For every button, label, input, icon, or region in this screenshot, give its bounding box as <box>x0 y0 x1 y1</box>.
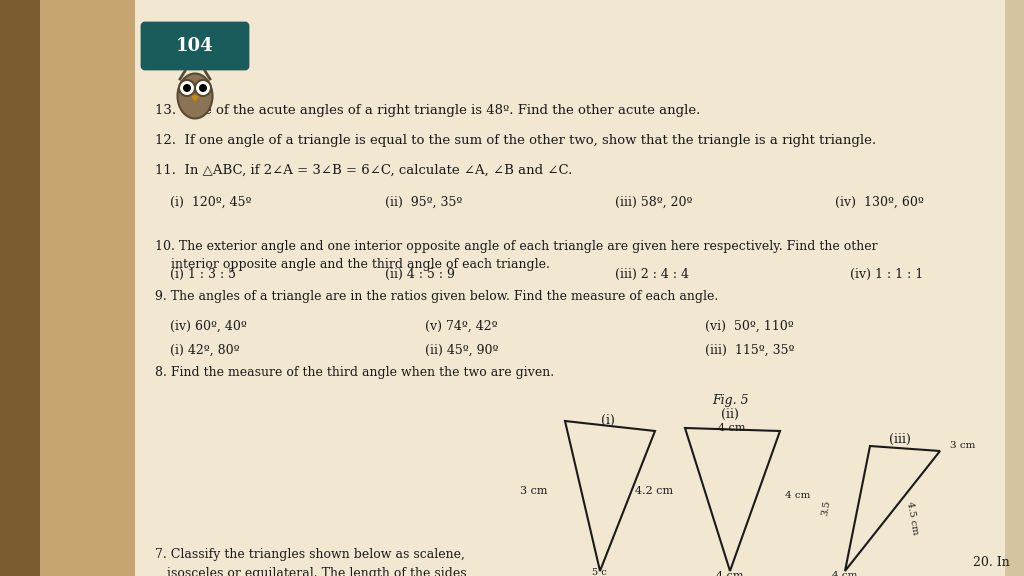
Text: 8. Find the measure of the third angle when the two are given.: 8. Find the measure of the third angle w… <box>155 366 554 379</box>
Text: (ii)  95º, 35º: (ii) 95º, 35º <box>385 196 463 209</box>
Text: (i) 1 : 3 : 5: (i) 1 : 3 : 5 <box>170 268 236 281</box>
Text: Fig. 5: Fig. 5 <box>712 394 749 407</box>
Text: 12.  If one angle of a triangle is equal to the sum of the other two, show that : 12. If one angle of a triangle is equal … <box>155 134 877 147</box>
Text: (vi)  50º, 110º: (vi) 50º, 110º <box>705 320 794 333</box>
Text: 20. In: 20. In <box>973 556 1010 569</box>
Circle shape <box>199 84 207 92</box>
Text: (v) 74º, 42º: (v) 74º, 42º <box>425 320 498 333</box>
Text: 13.  One of the acute angles of a right triangle is 48º. Find the other acute an: 13. One of the acute angles of a right t… <box>155 104 700 117</box>
Text: (iii) 58º, 20º: (iii) 58º, 20º <box>615 196 692 209</box>
FancyBboxPatch shape <box>0 0 40 576</box>
Ellipse shape <box>177 74 213 119</box>
Polygon shape <box>193 96 198 101</box>
Text: 11.  In △ABC, if 2∠A = 3∠B = 6∠C, calculate ∠A, ∠B and ∠C.: 11. In △ABC, if 2∠A = 3∠B = 6∠C, calcula… <box>155 164 572 177</box>
Text: (iii) 2 : 4 : 4: (iii) 2 : 4 : 4 <box>615 268 689 281</box>
Text: 5 c: 5 c <box>592 568 607 576</box>
Text: 10. The exterior angle and one interior opposite angle of each triangle are give: 10. The exterior angle and one interior … <box>155 240 878 271</box>
Text: (iv) 60º, 40º: (iv) 60º, 40º <box>170 320 247 333</box>
Text: 4 cm: 4 cm <box>718 423 745 433</box>
Text: (ii): (ii) <box>721 408 739 421</box>
Circle shape <box>183 84 191 92</box>
Text: 4.2 cm: 4.2 cm <box>635 486 673 496</box>
Text: 4.5 cm: 4.5 cm <box>905 501 920 535</box>
Text: (i): (i) <box>601 414 615 427</box>
Text: 3 cm: 3 cm <box>950 441 976 450</box>
Text: (iii)  115º, 35º: (iii) 115º, 35º <box>705 344 795 357</box>
FancyBboxPatch shape <box>135 0 1024 576</box>
Text: 7. Classify the triangles shown below as scalene,
   isosceles or equilateral. T: 7. Classify the triangles shown below as… <box>155 548 467 576</box>
Text: 4 cm: 4 cm <box>716 571 743 576</box>
Text: (iv) 1 : 1 : 1: (iv) 1 : 1 : 1 <box>850 268 924 281</box>
FancyBboxPatch shape <box>0 0 145 576</box>
FancyBboxPatch shape <box>1005 0 1024 576</box>
Text: (iv)  130º, 60º: (iv) 130º, 60º <box>835 196 924 209</box>
Text: 9. The angles of a triangle are in the ratios given below. Find the measure of e: 9. The angles of a triangle are in the r… <box>155 290 718 303</box>
Text: 104: 104 <box>176 37 214 55</box>
Circle shape <box>179 80 195 96</box>
Text: 4 cm: 4 cm <box>833 571 858 576</box>
Text: (ii) 4 : 5 : 9: (ii) 4 : 5 : 9 <box>385 268 455 281</box>
Circle shape <box>195 80 211 96</box>
Text: 3 cm: 3 cm <box>520 486 548 496</box>
Text: (i) 42º, 80º: (i) 42º, 80º <box>170 344 240 357</box>
FancyBboxPatch shape <box>40 0 135 576</box>
Text: (iii): (iii) <box>889 433 911 446</box>
Text: 3.5: 3.5 <box>820 499 831 517</box>
Text: (i)  120º, 45º: (i) 120º, 45º <box>170 196 252 209</box>
Text: 4 cm: 4 cm <box>785 491 810 501</box>
FancyBboxPatch shape <box>142 23 248 69</box>
Text: (ii) 45º, 90º: (ii) 45º, 90º <box>425 344 499 357</box>
